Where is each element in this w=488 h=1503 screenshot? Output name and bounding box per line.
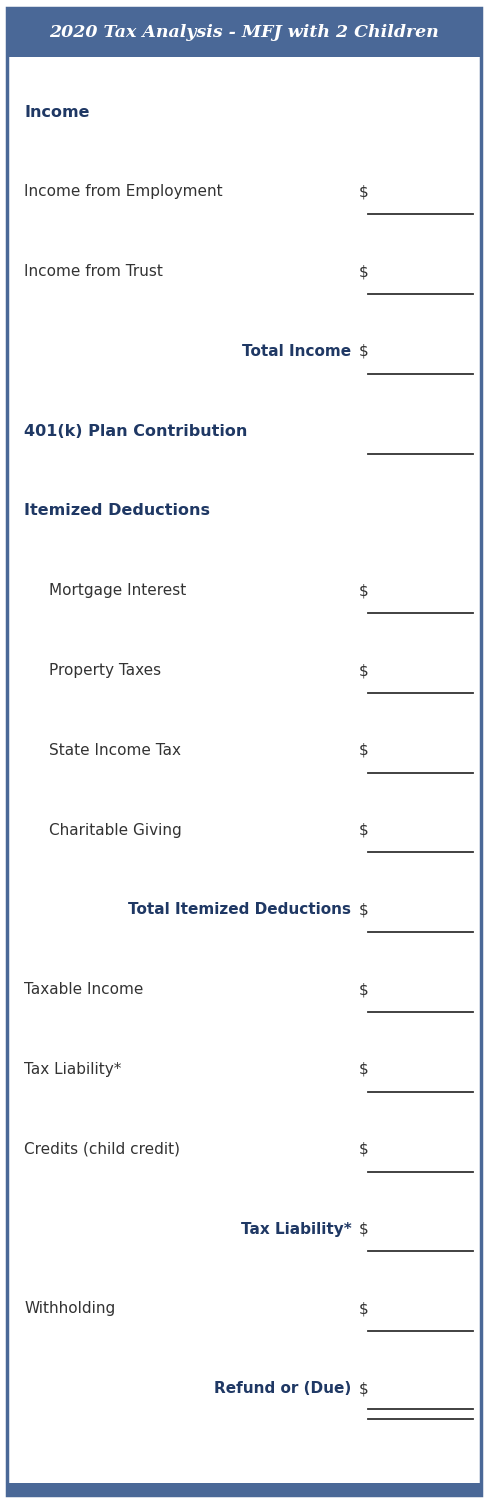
Text: Income: Income — [24, 105, 90, 120]
Text: State Income Tax: State Income Tax — [49, 742, 181, 758]
Text: $: $ — [359, 1302, 368, 1317]
Text: 401(k) Plan Contribution: 401(k) Plan Contribution — [24, 424, 248, 439]
Text: $: $ — [359, 185, 368, 200]
Text: Taxable Income: Taxable Income — [24, 981, 144, 996]
Text: $: $ — [359, 583, 368, 598]
Text: Income from Trust: Income from Trust — [24, 265, 163, 280]
Text: Tax Liability*: Tax Liability* — [241, 1222, 351, 1237]
Text: $: $ — [359, 1063, 368, 1078]
Text: $: $ — [359, 1381, 368, 1396]
Text: Withholding: Withholding — [24, 1302, 116, 1317]
FancyBboxPatch shape — [7, 8, 481, 1495]
Text: Charitable Giving: Charitable Giving — [49, 822, 182, 837]
Text: $: $ — [359, 663, 368, 678]
Text: $: $ — [359, 1222, 368, 1237]
Text: Income from Employment: Income from Employment — [24, 185, 223, 200]
Text: Property Taxes: Property Taxes — [49, 663, 161, 678]
Text: $: $ — [359, 902, 368, 917]
Text: Tax Liability*: Tax Liability* — [24, 1063, 122, 1078]
Text: $: $ — [359, 344, 368, 359]
Text: $: $ — [359, 1142, 368, 1157]
Text: Itemized Deductions: Itemized Deductions — [24, 504, 210, 519]
Text: Credits (child credit): Credits (child credit) — [24, 1142, 181, 1157]
Text: Total Itemized Deductions: Total Itemized Deductions — [128, 902, 351, 917]
Text: Total Income: Total Income — [242, 344, 351, 359]
Text: Refund or (Due): Refund or (Due) — [214, 1381, 351, 1396]
FancyBboxPatch shape — [7, 8, 481, 57]
FancyBboxPatch shape — [7, 1483, 481, 1495]
Text: 2020 Tax Analysis - MFJ with 2 Children: 2020 Tax Analysis - MFJ with 2 Children — [49, 24, 439, 41]
Text: $: $ — [359, 742, 368, 758]
Text: $: $ — [359, 981, 368, 996]
Text: Mortgage Interest: Mortgage Interest — [49, 583, 186, 598]
Text: $: $ — [359, 822, 368, 837]
Text: $: $ — [359, 265, 368, 280]
